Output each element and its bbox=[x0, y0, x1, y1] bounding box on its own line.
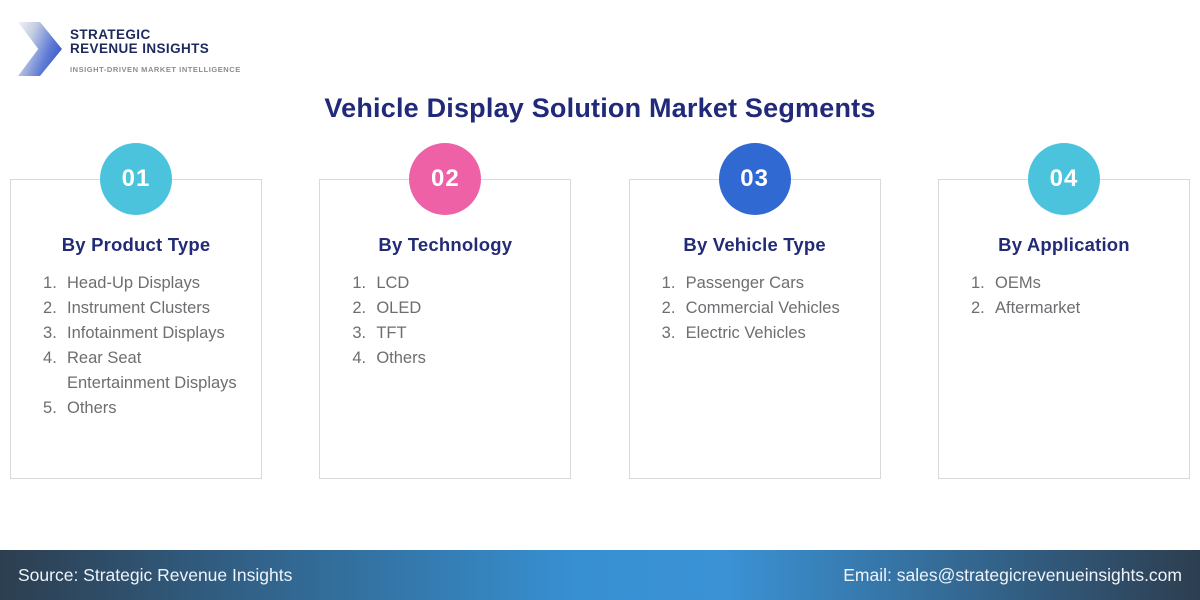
segment-heading: By Product Type bbox=[61, 234, 211, 255]
logo-tagline: INSIGHT-DRIVEN MARKET INTELLIGENCE bbox=[70, 65, 241, 74]
segments-container: 01 By Product Type Head-Up Displays Instrum… bbox=[10, 143, 1190, 479]
segment-heading: By Vehicle Type bbox=[683, 234, 826, 255]
segment-item: TFT bbox=[352, 321, 407, 346]
segment-item-list: LCD OLED TFT Others bbox=[336, 271, 554, 371]
segment-item-list: Passenger Cars Commercial Vehicles Electri… bbox=[646, 271, 864, 346]
segment-item: Others bbox=[43, 396, 117, 421]
segment-number-badge: 03 bbox=[718, 143, 791, 215]
segment-item: Instrument Clusters bbox=[43, 296, 211, 321]
segment-number-badge: 01 bbox=[100, 143, 172, 215]
segment-card-body: By Product Type Head-Up Displays Instrumen… bbox=[10, 179, 262, 479]
segment-item: LCD bbox=[352, 271, 410, 296]
segment-card-04: 04 By Application OEMs Aftermarket bbox=[937, 143, 1190, 479]
segment-item: OEMs bbox=[971, 271, 1041, 296]
page-title: Vehicle Display Solution Market Segments bbox=[324, 93, 876, 123]
segment-number-badge: 04 bbox=[1027, 143, 1100, 215]
chevron-logo-icon bbox=[18, 22, 62, 76]
segment-item: Commercial Vehicles bbox=[662, 296, 840, 321]
segment-card-01: 01 By Product Type Head-Up Displays Instrum… bbox=[10, 143, 262, 479]
segment-item: OLED bbox=[352, 296, 422, 321]
segment-item: Aftermarket bbox=[971, 296, 1081, 321]
segment-item: Others bbox=[352, 346, 426, 371]
segment-card-body: By Application OEMs Aftermarket bbox=[937, 179, 1190, 479]
logo-line-1: STRATEGIC bbox=[70, 27, 151, 42]
segment-item: Head-Up Displays bbox=[43, 271, 200, 296]
segment-card-body: By Technology LCD OLED TFT Others bbox=[319, 179, 572, 479]
segment-card-02: 02 By Technology LCD OLED TFT Others bbox=[319, 143, 572, 479]
segment-item: Electric Vehicles bbox=[662, 321, 806, 346]
footer-bar: Source: Strategic Revenue Insights Email… bbox=[0, 550, 1200, 600]
logo-text: STRATEGIC REVENUE INSIGHTS INSIGHT-DRIVE… bbox=[70, 12, 241, 75]
company-logo: STRATEGIC REVENUE INSIGHTS INSIGHT-DRIVE… bbox=[18, 12, 241, 76]
segment-item: Rear Seat Entertainment Displays bbox=[43, 346, 237, 392]
segment-card-03: 03 By Vehicle Type Passenger Cars Commercia… bbox=[628, 143, 881, 479]
segment-item: Infotainment Displays bbox=[43, 321, 225, 346]
footer-source: Source: Strategic Revenue Insights bbox=[18, 564, 293, 585]
segment-item: Passenger Cars bbox=[662, 271, 804, 296]
segment-heading: By Application bbox=[998, 234, 1130, 255]
logo-line-2: REVENUE INSIGHTS bbox=[70, 41, 210, 56]
segment-heading: By Technology bbox=[378, 234, 513, 255]
footer-email: Email: sales@strategicrevenueinsights.co… bbox=[843, 564, 1182, 585]
segment-number-badge: 02 bbox=[409, 143, 482, 215]
segment-item-list: OEMs Aftermarket bbox=[955, 271, 1173, 321]
segment-item-list: Head-Up Displays Instrument Clusters Infot… bbox=[27, 271, 245, 421]
segment-card-body: By Vehicle Type Passenger Cars Commercial … bbox=[628, 179, 881, 479]
